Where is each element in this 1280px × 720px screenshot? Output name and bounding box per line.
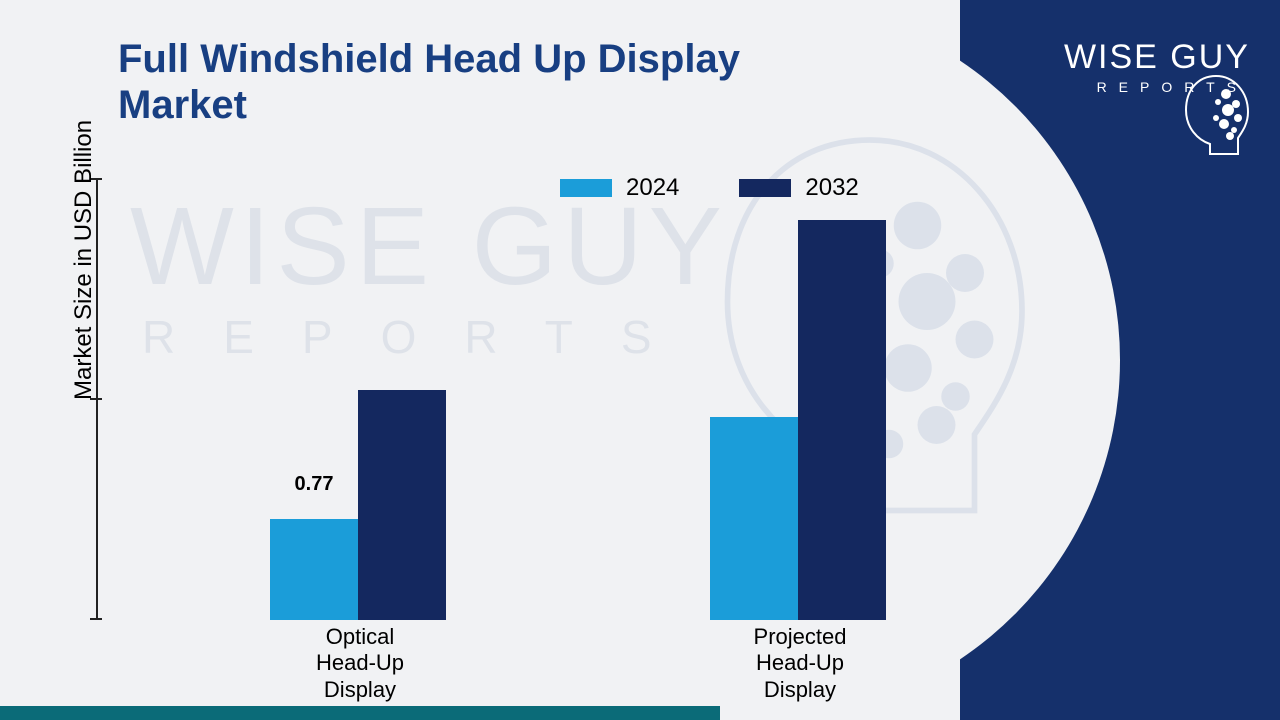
brand-name: WISE GUY [1064, 40, 1250, 74]
chart-title: Full Windshield Head Up Display Market [118, 36, 818, 128]
legend: 2024 2032 [560, 174, 859, 202]
bar-2032 [358, 390, 446, 620]
legend-swatch [739, 179, 791, 197]
x-axis-label: ProjectedHead-UpDisplay [710, 624, 890, 703]
legend-label: 2024 [626, 174, 679, 202]
bar-value-label: 0.77 [295, 473, 334, 496]
x-axis-label-text: ProjectedHead-UpDisplay [754, 624, 847, 702]
y-axis-label: Market Size in USD Billion [70, 120, 98, 400]
x-axis-label: OpticalHead-UpDisplay [270, 624, 450, 703]
brand-head-icon [1176, 74, 1256, 158]
brand-block: WISE GUY REPORTS [1064, 40, 1250, 98]
plot-area: 0.77 OpticalHead-UpDisplay ProjectedHead… [100, 200, 900, 620]
bar-2024 [270, 519, 358, 620]
legend-item: 2024 [560, 174, 679, 202]
x-axis-label-text: OpticalHead-UpDisplay [316, 624, 404, 702]
legend-label: 2032 [805, 174, 858, 202]
report-canvas: WISE GUY REPORTS Full Windshield Head Up… [0, 0, 1280, 720]
legend-swatch [560, 179, 612, 197]
legend-item: 2032 [739, 174, 858, 202]
bottom-accent [0, 706, 720, 720]
bar-2032 [798, 220, 886, 620]
bar-2024 [710, 417, 798, 620]
